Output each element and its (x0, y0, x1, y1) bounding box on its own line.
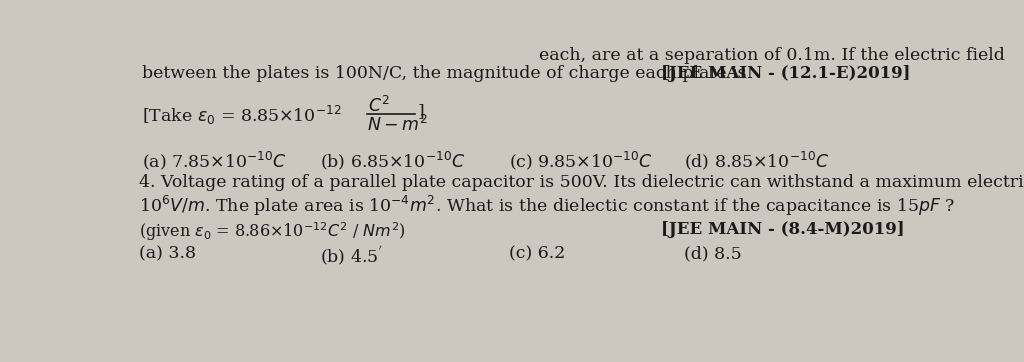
Text: (b) 4.5$^{'}$: (b) 4.5$^{'}$ (321, 245, 383, 268)
Text: (d) 8.85$\times$10$^{-10}$$C$: (d) 8.85$\times$10$^{-10}$$C$ (684, 150, 829, 172)
Text: (a) 7.85$\times$10$^{-10}$$C$: (a) 7.85$\times$10$^{-10}$$C$ (142, 150, 287, 172)
Text: $N-m^2$: $N-m^2$ (367, 115, 427, 135)
Text: (c) 6.2: (c) 6.2 (509, 245, 565, 262)
Text: (c) 9.85$\times$10$^{-10}$$C$: (c) 9.85$\times$10$^{-10}$$C$ (509, 150, 653, 172)
Text: each, are at a separation of 0.1m. If the electric field: each, are at a separation of 0.1m. If th… (539, 47, 1005, 64)
Text: (d) 8.5: (d) 8.5 (684, 245, 742, 262)
Text: [JEE MAIN - (8.4-M)2019]: [JEE MAIN - (8.4-M)2019] (662, 220, 905, 237)
Text: 4. Voltage rating of a parallel plate capacitor is 500V. Its dielectric can with: 4. Voltage rating of a parallel plate ca… (139, 174, 1024, 191)
Text: 10$^6$$V/m$. The plate area is 10$^{-4}$$m^2$. What is the dielectic constant if: 10$^6$$V/m$. The plate area is 10$^{-4}$… (139, 194, 955, 218)
Text: ]: ] (418, 104, 425, 121)
Text: between the plates is 100N/C, the magnitude of charge each plate is: between the plates is 100N/C, the magnit… (142, 65, 746, 82)
Text: (b) 6.85$\times$10$^{-10}$$C$: (b) 6.85$\times$10$^{-10}$$C$ (321, 150, 466, 172)
Text: $C^2$: $C^2$ (369, 96, 390, 116)
Text: (given $\varepsilon_0$ = 8.86$\times$10$^{-12}$$C^2$ / $Nm^2$): (given $\varepsilon_0$ = 8.86$\times$10$… (139, 220, 406, 243)
Text: (a) 3.8: (a) 3.8 (139, 245, 196, 262)
Text: [Take $\varepsilon_0$ = 8.85$\times$10$^{-12}$: [Take $\varepsilon_0$ = 8.85$\times$10$^… (142, 104, 342, 127)
Text: [JEE MAIN - (12.1-E)2019]: [JEE MAIN - (12.1-E)2019] (662, 65, 910, 82)
